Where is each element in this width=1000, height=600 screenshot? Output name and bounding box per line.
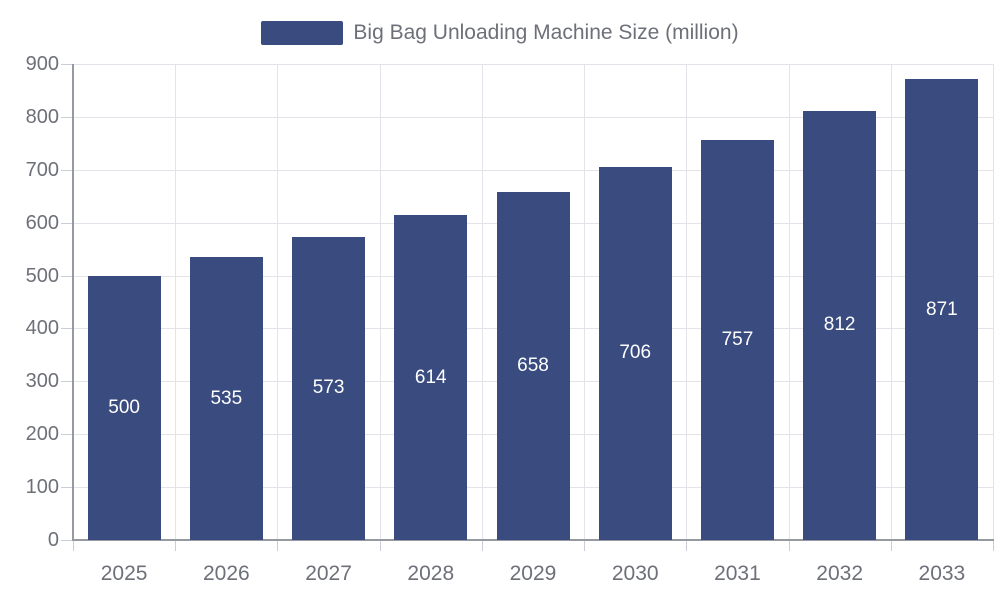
x-axis-tick bbox=[788, 540, 790, 551]
legend-swatch bbox=[261, 21, 344, 45]
bar-2029[interactable]: 658 bbox=[496, 191, 570, 540]
bar-value-label: 658 bbox=[517, 354, 549, 376]
y-axis-label: 300 bbox=[25, 370, 59, 393]
y-axis-tick bbox=[61, 116, 73, 118]
bar-value-label: 614 bbox=[414, 366, 447, 388]
gridline-horizontal bbox=[73, 116, 993, 118]
gridline-horizontal bbox=[73, 169, 993, 171]
y-axis-tick bbox=[61, 328, 73, 330]
x-axis-label: 2032 bbox=[816, 562, 864, 585]
x-axis-label: 2027 bbox=[305, 562, 352, 585]
legend-item[interactable]: Big Bag Unloading Machine Size (million) bbox=[261, 19, 739, 47]
y-axis-label: 400 bbox=[25, 317, 59, 340]
x-axis-tick bbox=[481, 540, 483, 551]
x-axis-tick bbox=[993, 540, 994, 551]
gridline-vertical bbox=[890, 64, 892, 540]
gridline-vertical bbox=[686, 64, 688, 540]
y-axis-tick bbox=[61, 487, 73, 489]
y-axis-label: 700 bbox=[25, 158, 59, 181]
y-axis-tick bbox=[61, 169, 73, 171]
x-axis-tick bbox=[686, 540, 688, 551]
bar-value-label: 812 bbox=[823, 314, 856, 336]
x-axis-label: 2031 bbox=[714, 562, 761, 585]
gridline-horizontal bbox=[73, 64, 993, 65]
gridline-vertical bbox=[481, 64, 483, 540]
y-axis-tick bbox=[61, 434, 73, 436]
y-axis-label: 600 bbox=[25, 211, 59, 234]
bar-2030[interactable]: 706 bbox=[598, 166, 672, 540]
bar-2027[interactable]: 573 bbox=[292, 236, 366, 540]
y-axis-label: 200 bbox=[25, 423, 59, 446]
bar-2028[interactable]: 614 bbox=[394, 215, 468, 540]
gridline-vertical bbox=[379, 64, 381, 540]
x-axis-label: 2025 bbox=[100, 562, 148, 585]
x-axis-line bbox=[72, 539, 994, 541]
x-axis-label: 2033 bbox=[918, 562, 966, 585]
y-axis-tick bbox=[61, 64, 73, 65]
y-axis-tick bbox=[61, 381, 73, 383]
x-axis-tick bbox=[277, 540, 279, 551]
x-axis-tick bbox=[73, 540, 74, 551]
x-axis-label: 2026 bbox=[202, 562, 250, 585]
bar-2032[interactable]: 812 bbox=[803, 110, 877, 540]
bar-value-label: 500 bbox=[108, 396, 140, 418]
x-axis-tick bbox=[175, 540, 177, 551]
x-axis-label: 2029 bbox=[509, 562, 557, 585]
legend: Big Bag Unloading Machine Size (million) bbox=[0, 18, 1000, 48]
bar-value-label: 757 bbox=[721, 328, 754, 350]
y-axis-line bbox=[72, 64, 74, 541]
gridline-vertical bbox=[584, 64, 586, 540]
y-axis-tick bbox=[61, 222, 73, 224]
x-axis-label: 2028 bbox=[407, 562, 455, 585]
bar-value-label: 871 bbox=[926, 298, 958, 320]
y-axis-tick bbox=[61, 275, 73, 277]
bar-2031[interactable]: 757 bbox=[700, 139, 774, 540]
y-axis-label: 100 bbox=[25, 476, 59, 499]
gridline-vertical bbox=[277, 64, 279, 540]
bar-2026[interactable]: 535 bbox=[189, 257, 263, 540]
x-axis-tick bbox=[584, 540, 586, 551]
y-axis-tick bbox=[61, 540, 73, 541]
legend-label: Big Bag Unloading Machine Size (million) bbox=[353, 21, 739, 44]
bar-value-label: 573 bbox=[312, 377, 345, 399]
x-axis-label: 2030 bbox=[611, 562, 659, 585]
bar-value-label: 706 bbox=[619, 342, 652, 364]
gridline-vertical bbox=[175, 64, 177, 540]
x-axis-tick bbox=[379, 540, 381, 551]
x-axis-tick bbox=[890, 540, 892, 551]
bar-value-label: 535 bbox=[210, 387, 243, 409]
y-axis-label: 900 bbox=[25, 53, 59, 75]
gridline-vertical bbox=[993, 64, 994, 540]
gridline-vertical bbox=[788, 64, 790, 540]
y-axis-label: 0 bbox=[47, 529, 59, 551]
bar-2025[interactable]: 500 bbox=[87, 275, 161, 540]
bar-2033[interactable]: 871 bbox=[905, 79, 979, 540]
y-axis-label: 800 bbox=[25, 105, 59, 128]
y-axis-label: 500 bbox=[25, 264, 59, 287]
